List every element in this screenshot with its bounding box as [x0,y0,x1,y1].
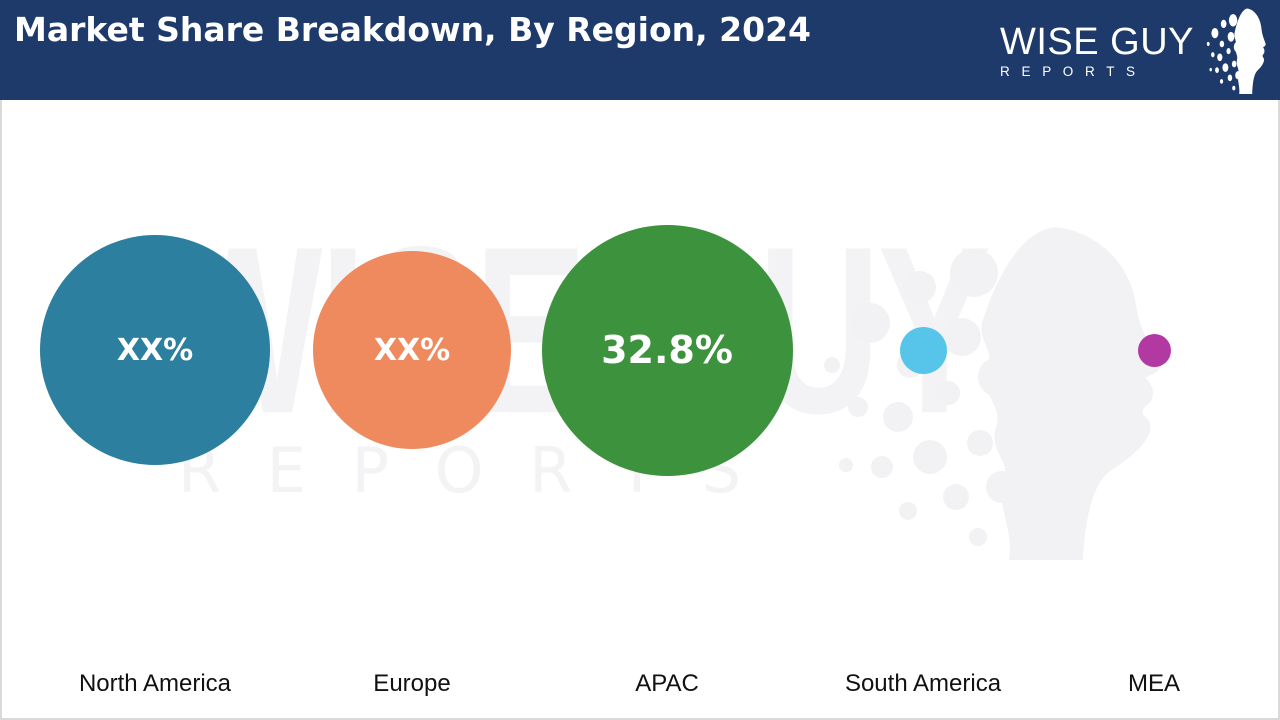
category-label-north-america: North America [78,670,232,697]
bubble-south-america [899,326,947,374]
logo-wordmark: WISE GUY [999,21,1194,64]
bubble-north-america: XX% [40,235,270,465]
header-bar: Market Share Breakdown, By Region, 2024 … [0,0,1280,100]
bubble-mea [1137,333,1171,367]
bubble-value-label: XX% [116,332,194,368]
bubble-value-label: XX% [373,332,451,368]
wiseguy-logo: WISE GUY R E P O R T S [1000,6,1266,96]
bubble-apac: 32.8% [541,224,793,476]
category-label-south-america: South America [844,670,1002,697]
page-title: Market Share Breakdown, By Region, 2024 [14,10,811,49]
category-label-europe: Europe [373,670,451,697]
bubble-value-label: 32.8% [601,328,733,372]
category-label-apac: APAC [635,670,699,697]
logo-head-icon [1206,8,1266,94]
logo-text: WISE GUY R E P O R T S [999,21,1194,79]
bubble-europe: XX% [313,251,511,449]
chart-area: WISE GUY R E P O R T S XX%North AmericaX… [0,100,1280,720]
logo-subtext: R E P O R T S [999,63,1140,79]
category-label-mea: MEA [1127,670,1181,697]
watermark-head-icon [824,227,1161,560]
